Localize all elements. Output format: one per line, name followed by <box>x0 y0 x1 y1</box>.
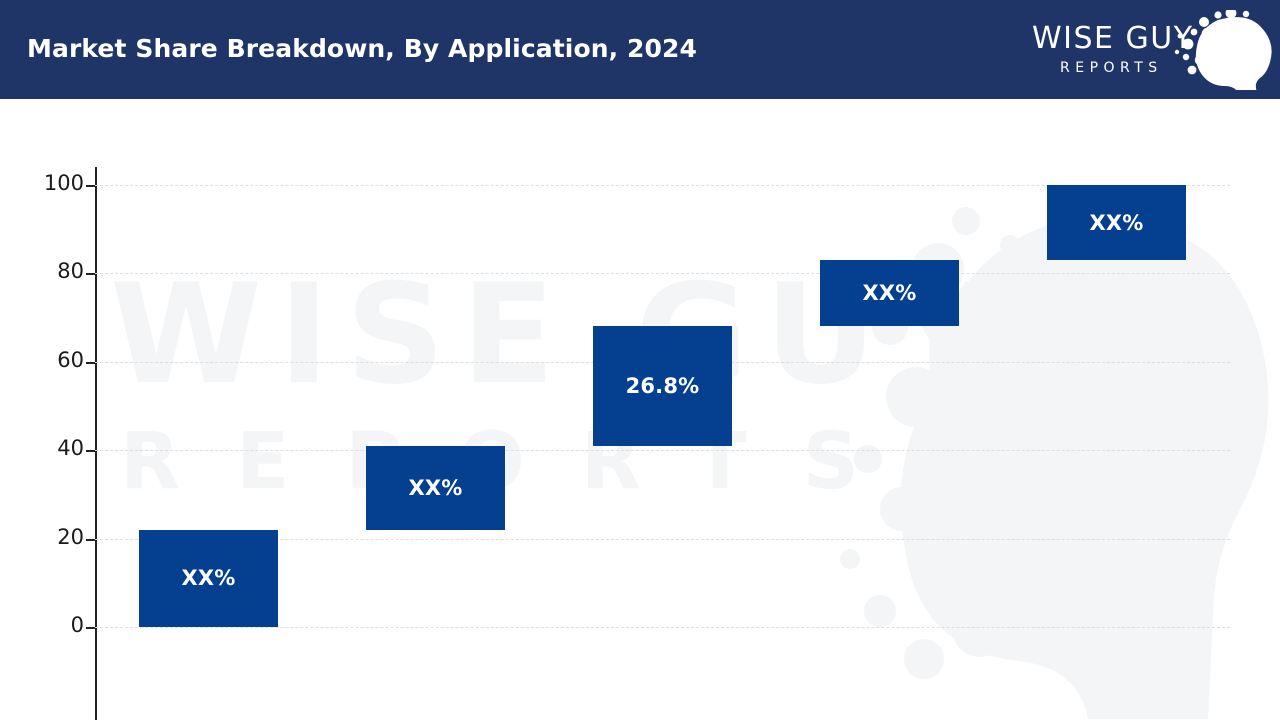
bar-4[interactable]: XX% <box>820 260 959 327</box>
y-tick-label: 100 <box>43 171 84 195</box>
bar-value-label: XX% <box>1089 210 1144 235</box>
svg-text:REPORTS: REPORTS <box>1060 60 1163 76</box>
y-tick-mark <box>86 450 95 453</box>
gridline <box>95 627 1230 628</box>
chart-area: WISE GUY REPORTS XX% XX% 26.8% XX% XX% 0 20 40… <box>0 99 1280 720</box>
plot-region: XX% XX% 26.8% XX% XX% <box>95 185 1230 628</box>
bar-1[interactable]: XX% <box>139 529 278 627</box>
gridline <box>95 185 1230 186</box>
y-tick-mark <box>86 185 95 187</box>
y-tick-label: 80 <box>57 259 84 284</box>
bar-value-label: XX% <box>181 566 236 591</box>
bar-2[interactable]: XX% <box>366 445 505 530</box>
y-tick-label: 60 <box>57 347 84 372</box>
gridline <box>95 273 1230 275</box>
svg-text:WISE GUY: WISE GUY <box>1032 21 1194 56</box>
page-title: Market Share Breakdown, By Application, … <box>27 34 698 63</box>
y-tick-label: 0 <box>70 613 84 637</box>
y-axis-line <box>95 167 97 720</box>
page-header: Market Share Breakdown, By Application, … <box>0 0 1280 99</box>
wise-guy-reports-logo: WISE GUY REPORTS <box>1022 7 1272 94</box>
bar-value-label: XX% <box>862 281 917 306</box>
bar-5[interactable]: XX% <box>1047 185 1186 261</box>
y-tick-label: 20 <box>57 524 84 549</box>
gridline <box>95 538 1230 540</box>
bar-3[interactable]: 26.8% <box>593 326 732 446</box>
bar-value-label: 26.8% <box>625 374 700 399</box>
y-tick-mark <box>86 627 95 629</box>
y-tick-mark <box>86 273 95 276</box>
y-tick-label: 40 <box>57 436 84 461</box>
y-tick-mark <box>86 538 95 541</box>
y-tick-mark <box>86 361 95 364</box>
bar-value-label: XX% <box>408 475 463 500</box>
gridline <box>95 450 1230 452</box>
